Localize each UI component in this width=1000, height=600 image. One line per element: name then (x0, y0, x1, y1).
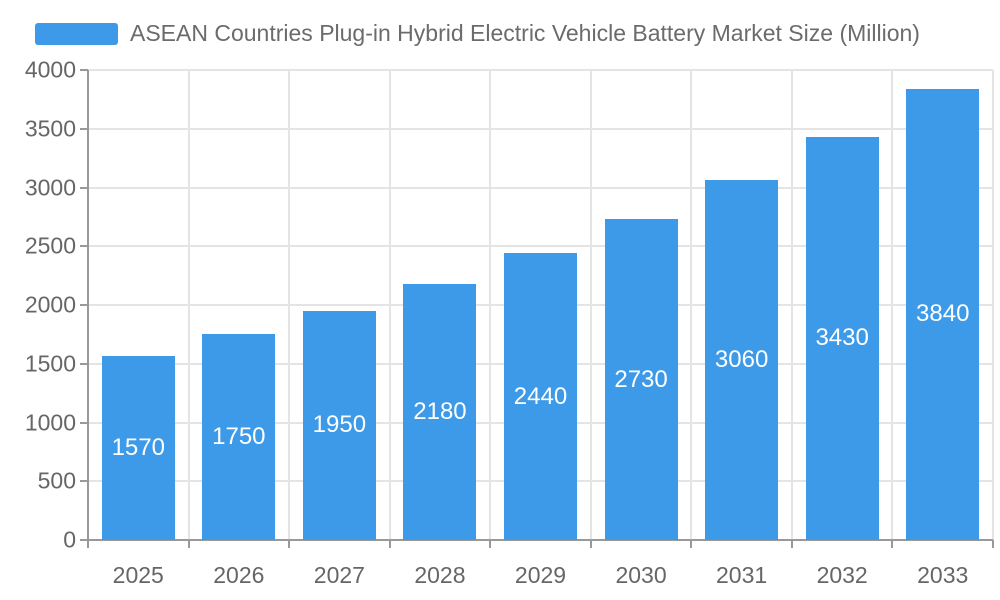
y-axis-line (87, 70, 89, 540)
x-axis-tick (87, 540, 89, 548)
x-axis-label: 2033 (917, 562, 969, 588)
y-axis-label: 3500 (24, 115, 76, 142)
x-axis-label: 2029 (514, 562, 567, 588)
bar-2033 (906, 88, 980, 540)
x-axis-label: 2028 (414, 562, 466, 588)
gridline-vertical (790, 70, 793, 540)
legend-swatch (35, 22, 118, 45)
x-axis-tick (790, 540, 793, 548)
y-axis-tick (80, 245, 88, 248)
x-axis-label: 2025 (112, 562, 164, 588)
x-axis-tick (489, 540, 492, 548)
y-axis-label: 2000 (24, 291, 76, 318)
x-axis-tick (891, 540, 894, 548)
x-axis-label: 2027 (313, 562, 365, 588)
x-axis-tick (992, 540, 994, 548)
bar-value-label: 1570 (111, 433, 165, 461)
bar-value-label: 3430 (815, 324, 869, 352)
bar-value-label: 3840 (916, 300, 970, 328)
x-axis-tick (388, 540, 391, 548)
bar-value-label: 1750 (212, 423, 266, 451)
x-axis-label: 2032 (816, 562, 868, 588)
x-axis-tick (288, 540, 291, 548)
bar-value-label: 2730 (614, 365, 668, 393)
bar-value-label: 3060 (714, 346, 769, 374)
gridline-horizontal (88, 127, 993, 130)
bar-2026 (202, 334, 276, 540)
x-axis-label: 2031 (716, 562, 768, 588)
bar-2031 (705, 180, 779, 540)
y-axis-tick (80, 304, 88, 306)
y-axis-tick (80, 539, 88, 541)
bar-value-label: 2440 (513, 382, 568, 410)
bar-2032 (805, 136, 879, 540)
x-axis-tick (589, 540, 592, 548)
x-axis-tick (187, 540, 190, 548)
bar-value-label: 2180 (413, 397, 467, 425)
y-axis-label: 1500 (24, 350, 76, 377)
gridline-vertical (690, 70, 693, 540)
gridline-vertical (288, 70, 291, 540)
y-axis-tick (80, 362, 88, 365)
y-axis-label: 1000 (24, 409, 76, 435)
bar-2030 (604, 219, 678, 540)
x-axis-line (88, 539, 993, 541)
y-axis-label: 500 (37, 467, 76, 494)
y-axis-tick (80, 186, 88, 189)
bar-2028 (403, 283, 477, 540)
x-axis-label: 2030 (615, 562, 667, 588)
gridline-vertical (489, 70, 492, 540)
legend-label: ASEAN Countries Plug-in Hybrid Electric … (130, 20, 920, 46)
gridline-horizontal (88, 245, 993, 248)
gridline-horizontal (88, 186, 993, 189)
gridline-vertical (891, 70, 894, 540)
y-axis-tick (80, 127, 88, 130)
gridline-vertical (589, 70, 592, 540)
gridline-vertical (187, 70, 190, 540)
y-axis-label: 0 (63, 526, 76, 553)
gridline-vertical (388, 70, 391, 540)
bar-2027 (302, 310, 376, 540)
y-axis-label: 3000 (24, 174, 76, 200)
legend-item[interactable]: ASEAN Countries Plug-in Hybrid Electric … (35, 20, 920, 47)
x-axis-label: 2026 (213, 562, 265, 588)
bar-2025 (101, 355, 175, 540)
x-axis-tick (690, 540, 693, 548)
bar-2029 (504, 253, 577, 540)
y-axis-tick (80, 69, 88, 71)
bar-value-label: 1950 (312, 411, 367, 439)
y-axis-label: 2500 (24, 232, 76, 259)
y-axis-tick (80, 480, 88, 483)
gridline-horizontal (88, 69, 993, 71)
y-axis-label: 4000 (24, 56, 76, 83)
gridline-vertical (992, 70, 994, 540)
y-axis-tick (80, 421, 88, 424)
